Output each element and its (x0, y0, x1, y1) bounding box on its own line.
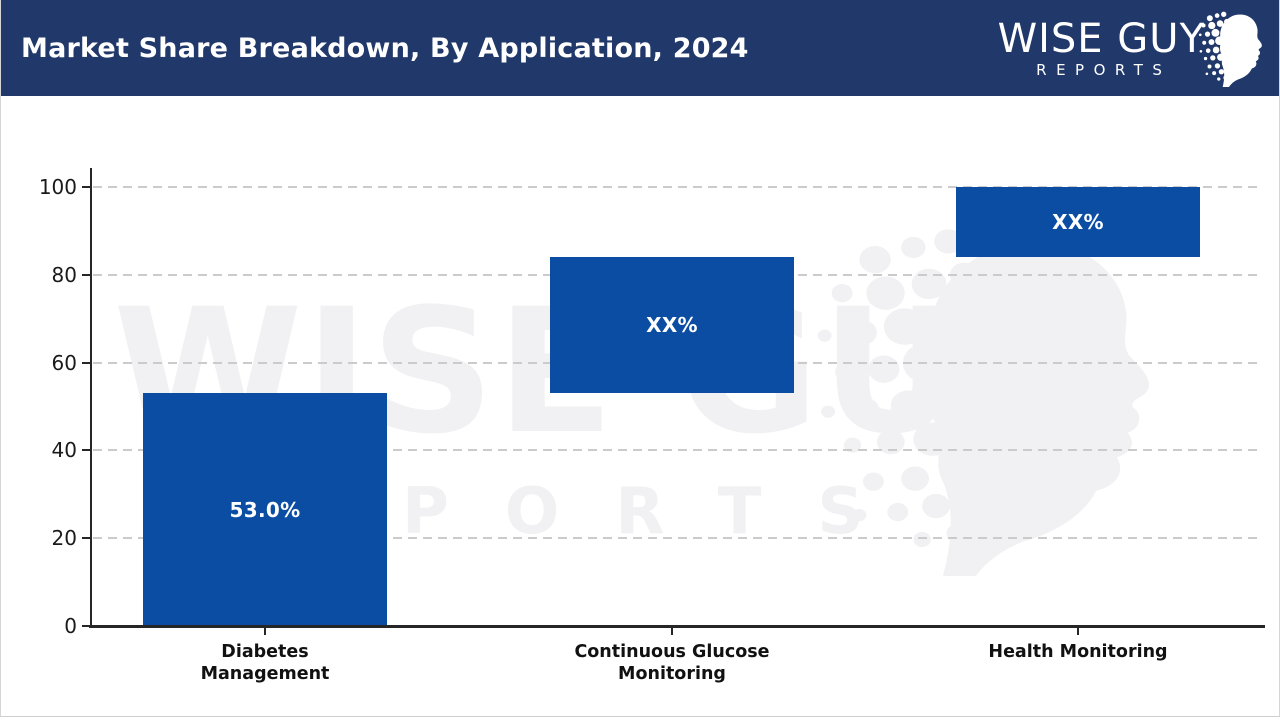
category-label-line: Continuous Glucose (574, 642, 770, 662)
x-tick (1077, 628, 1079, 635)
y-tick-label: 60 (51, 350, 77, 375)
watermark-face-icon (817, 229, 1149, 576)
category-label: Continuous Glucose Monitoring (502, 642, 842, 685)
y-tick-label: 40 (51, 438, 77, 463)
category-label: Diabetes Management (95, 642, 435, 685)
brand-subname: REPORTS (1036, 61, 1172, 79)
y-tick (82, 625, 90, 627)
page-title: Market Share Breakdown, By Application, … (21, 32, 749, 64)
y-tick (82, 186, 90, 188)
bar-value-label: XX% (1052, 210, 1104, 235)
brand-logo: WISE GUY REPORTS (998, 7, 1267, 89)
header-bar: Market Share Breakdown, By Application, … (1, 0, 1279, 96)
brand-logo-text: WISE GUY REPORTS (998, 18, 1205, 78)
y-tick (82, 361, 90, 364)
category-label-line: Diabetes (221, 642, 309, 662)
gridline (93, 186, 1263, 188)
y-tick-label: 0 (64, 614, 77, 638)
y-tick-label: 20 (51, 526, 77, 551)
chart-area: WISE GUY REPORTS 0 20 40 60 80 100 53.0% Diabet… (1, 96, 1280, 717)
gridline (93, 449, 1263, 452)
bar-value-label: 53.0% (229, 497, 301, 522)
y-tick (82, 537, 90, 540)
x-tick (264, 628, 266, 635)
y-tick (82, 449, 90, 452)
bar-value-label: XX% (646, 313, 698, 338)
x-tick (671, 628, 673, 635)
x-axis-spine (89, 625, 1265, 628)
category-label-line: Health Monitoring (988, 642, 1168, 662)
category-label-line: Monitoring (618, 663, 726, 684)
bar: XX% (550, 257, 794, 394)
category-label: Health Monitoring (908, 642, 1248, 664)
y-tick (82, 273, 90, 276)
bar: 53.0% (143, 393, 387, 626)
category-label-line: Management (200, 663, 330, 684)
brand-name: WISE GUY (997, 16, 1205, 62)
y-axis-spine (90, 168, 92, 628)
bar: XX% (956, 187, 1200, 258)
y-tick-label: 100 (38, 175, 77, 199)
gridline (93, 537, 1263, 540)
y-tick-label: 80 (51, 262, 77, 287)
wise-guy-face-icon (1198, 11, 1262, 87)
